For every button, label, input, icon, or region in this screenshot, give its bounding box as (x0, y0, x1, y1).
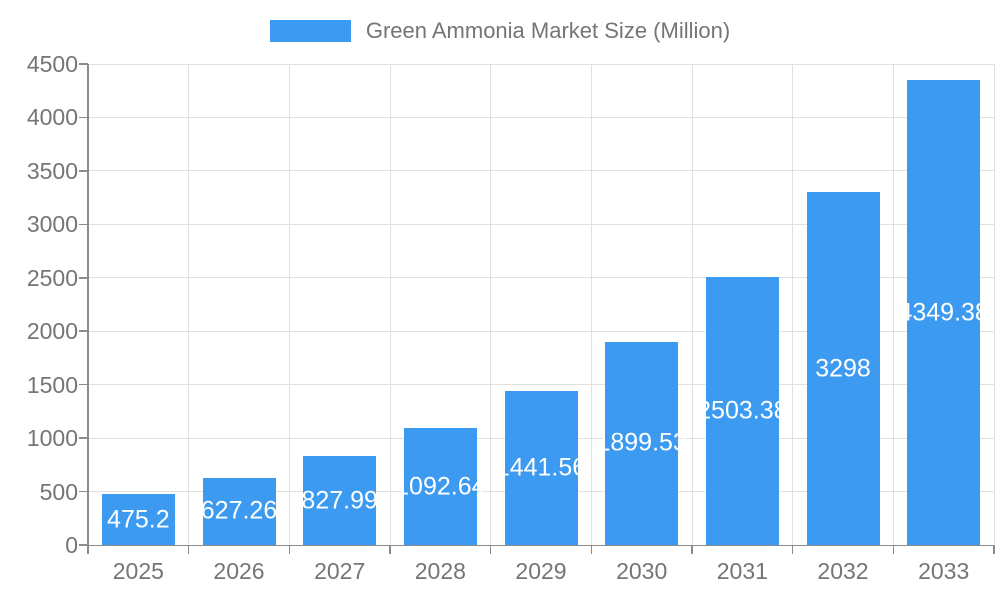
y-axis-line (87, 64, 89, 546)
h-gridline (88, 223, 994, 225)
v-gridline (188, 64, 190, 545)
x-axis-tick (389, 545, 391, 554)
bar-2032 (806, 192, 880, 545)
bar-value-label: 627.26 (200, 496, 278, 525)
y-axis-label: 2500 (26, 264, 78, 291)
x-axis-label: 2028 (414, 558, 466, 584)
y-axis-tick (79, 223, 88, 226)
y-axis-label: 4000 (26, 104, 78, 131)
h-gridline (88, 384, 994, 386)
y-axis-label: 1500 (26, 371, 78, 398)
y-axis-label: 2000 (26, 318, 78, 345)
h-gridline (88, 330, 994, 332)
y-axis-tick (79, 116, 88, 119)
y-axis-tick (79, 490, 88, 493)
bar-value-label: 2503.38 (697, 396, 788, 425)
x-axis-tick (892, 545, 895, 554)
v-gridline (691, 64, 693, 545)
v-gridline (389, 64, 391, 545)
v-gridline (288, 64, 290, 545)
x-axis-label: 2026 (213, 558, 265, 584)
y-axis-tick (79, 277, 88, 279)
x-axis-label: 2033 (918, 558, 970, 584)
v-gridline (792, 64, 794, 545)
chart-legend[interactable]: Green Ammonia Market Size (Million) (0, 16, 1000, 46)
x-axis-tick (87, 545, 89, 554)
bar-2029 (504, 390, 578, 545)
y-axis-tick (79, 63, 88, 65)
bar-2025 (101, 494, 175, 545)
y-axis-tick (79, 544, 88, 546)
h-gridline (88, 63, 994, 65)
bar-value-label: 3298 (815, 354, 871, 383)
x-axis-label: 2031 (716, 558, 768, 584)
x-axis-tick (288, 545, 291, 554)
bar-value-label: 4349.38 (898, 298, 989, 327)
v-gridline (490, 64, 492, 545)
h-gridline (88, 116, 994, 118)
y-axis-label: 500 (39, 478, 78, 505)
x-axis-line (87, 544, 994, 546)
y-axis-tick (79, 330, 88, 332)
x-axis-tick (590, 545, 593, 554)
bar-2030 (605, 341, 679, 545)
y-axis-label: 4500 (26, 51, 78, 77)
h-gridline (88, 277, 994, 279)
v-gridline (993, 64, 995, 545)
y-axis-label: 1000 (26, 425, 78, 452)
bar-2026 (202, 477, 276, 545)
y-axis-label: 3500 (26, 157, 78, 184)
x-axis-tick (187, 545, 190, 554)
x-axis-label: 2030 (616, 558, 668, 584)
y-axis-tick (79, 383, 88, 386)
y-axis-label: 3000 (26, 211, 78, 238)
x-axis-label: 2027 (314, 558, 366, 584)
x-axis-tick (691, 545, 693, 554)
y-axis-tick (79, 437, 88, 439)
legend-label: Green Ammonia Market Size (Million) (365, 18, 731, 43)
legend-swatch-icon (269, 20, 351, 42)
bar-value-label: 1441.56 (495, 453, 587, 482)
bar-2031 (705, 277, 779, 545)
bar-value-label: 1092.64 (395, 472, 486, 501)
bar-2028 (403, 428, 477, 545)
bar-value-label: 475.2 (107, 505, 170, 534)
v-gridline (892, 64, 894, 545)
bar-value-label: 1899.53 (596, 428, 687, 457)
h-gridline (88, 170, 994, 172)
x-axis-tick (489, 545, 492, 554)
bar-2033 (907, 80, 981, 545)
bar-2027 (303, 456, 377, 545)
x-axis-label: 2029 (515, 558, 567, 584)
bar-value-label: 827.99 (301, 486, 378, 515)
x-axis-tick (993, 545, 995, 554)
v-gridline (590, 64, 592, 545)
y-axis-tick (79, 170, 88, 172)
x-axis-label: 2032 (817, 558, 869, 584)
x-axis-label: 2025 (112, 558, 164, 584)
y-axis-label: 0 (65, 532, 78, 558)
x-axis-tick (791, 545, 794, 554)
